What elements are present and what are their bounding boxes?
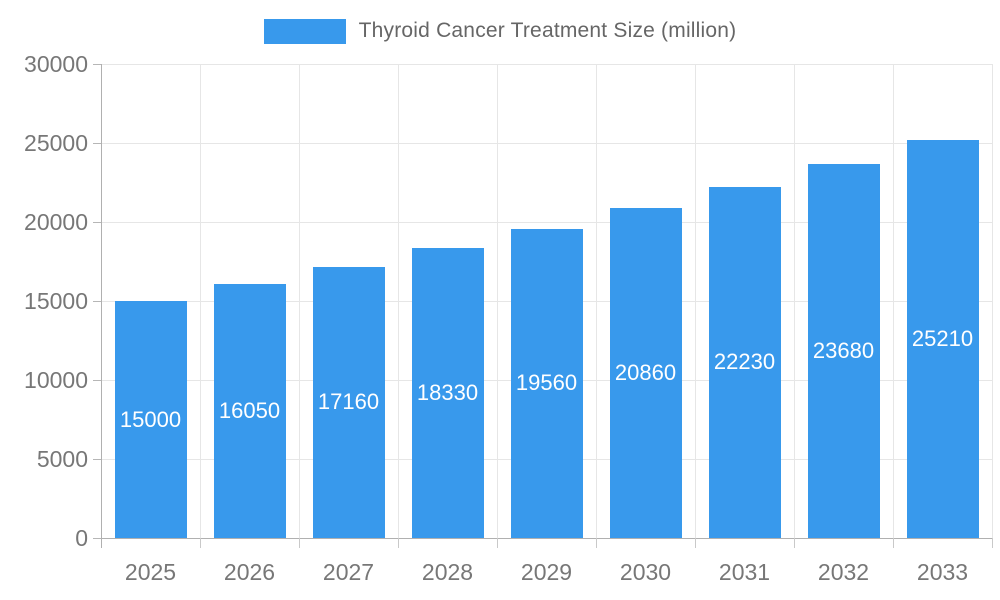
x-tick-label: 2026 [223, 559, 276, 585]
h-gridline [101, 64, 992, 65]
x-tick [101, 538, 102, 548]
bar-value-label: 16050 [218, 398, 281, 424]
bar-value-label: 17160 [317, 389, 380, 415]
x-axis-line [101, 538, 992, 539]
x-tick [893, 538, 894, 548]
bar-2029[interactable] [510, 228, 583, 538]
bar-2025[interactable] [114, 301, 187, 538]
bar-value-label: 23680 [812, 337, 875, 363]
plot-area: 15000 16050 17160 18330 19560 20860 22230 23680… [101, 64, 993, 539]
x-tick [695, 538, 696, 548]
x-tick-label: 2033 [916, 559, 969, 585]
v-gridline [200, 64, 201, 538]
x-tick-label: 2030 [619, 559, 672, 585]
x-tick [596, 538, 597, 548]
bar-2031[interactable] [708, 186, 781, 538]
x-tick-label: 2027 [322, 559, 375, 585]
x-tick-label: 2025 [124, 559, 177, 585]
legend-swatch-icon[interactable] [263, 18, 346, 44]
x-tick [398, 538, 399, 548]
bar-2033[interactable] [906, 139, 979, 538]
v-gridline [497, 64, 498, 538]
bar-value-label: 22230 [713, 349, 776, 375]
bar-2030[interactable] [609, 208, 682, 538]
y-tick [93, 64, 101, 65]
x-tick [200, 538, 201, 548]
y-tick-label: 20000 [24, 209, 88, 235]
bar-value-label: 20860 [614, 360, 677, 386]
x-tick [497, 538, 498, 548]
y-tick-label: 25000 [24, 130, 88, 156]
h-gridline [101, 222, 992, 223]
v-gridline [794, 64, 795, 538]
x-tick [992, 538, 993, 548]
x-tick [299, 538, 300, 548]
bar-2028[interactable] [411, 248, 484, 538]
x-tick-label: 2031 [718, 559, 771, 585]
v-gridline [992, 64, 993, 538]
x-tick [794, 538, 795, 548]
bar-2032[interactable] [807, 163, 880, 538]
x-tick-label: 2029 [520, 559, 573, 585]
h-gridline [101, 143, 992, 144]
bar-value-label: 15000 [119, 406, 182, 432]
v-gridline [398, 64, 399, 538]
bar-2027[interactable] [312, 266, 385, 538]
y-tick [93, 538, 101, 539]
v-gridline [299, 64, 300, 538]
x-tick-label: 2032 [817, 559, 870, 585]
y-tick-label: 0 [75, 525, 88, 551]
legend-label[interactable]: Thyroid Cancer Treatment Size (million) [358, 19, 737, 42]
bar-value-label: 18330 [416, 380, 479, 406]
y-tick-label: 15000 [24, 288, 88, 314]
y-tick [93, 380, 101, 381]
y-tick [93, 222, 101, 223]
v-gridline [596, 64, 597, 538]
y-tick-label: 10000 [24, 367, 88, 393]
v-gridline [893, 64, 894, 538]
bar-value-label: 25210 [911, 325, 974, 351]
bar-2026[interactable] [213, 284, 286, 538]
bar-value-label: 19560 [515, 370, 578, 396]
y-tick [93, 301, 101, 302]
y-tick [93, 459, 101, 460]
y-tick-label: 30000 [24, 51, 88, 77]
y-axis-line [101, 64, 102, 538]
legend[interactable]: Thyroid Cancer Treatment Size (million) [0, 14, 1000, 48]
y-tick [93, 143, 101, 144]
v-gridline [695, 64, 696, 538]
x-tick-label: 2028 [421, 559, 474, 585]
y-tick-label: 5000 [36, 446, 88, 472]
